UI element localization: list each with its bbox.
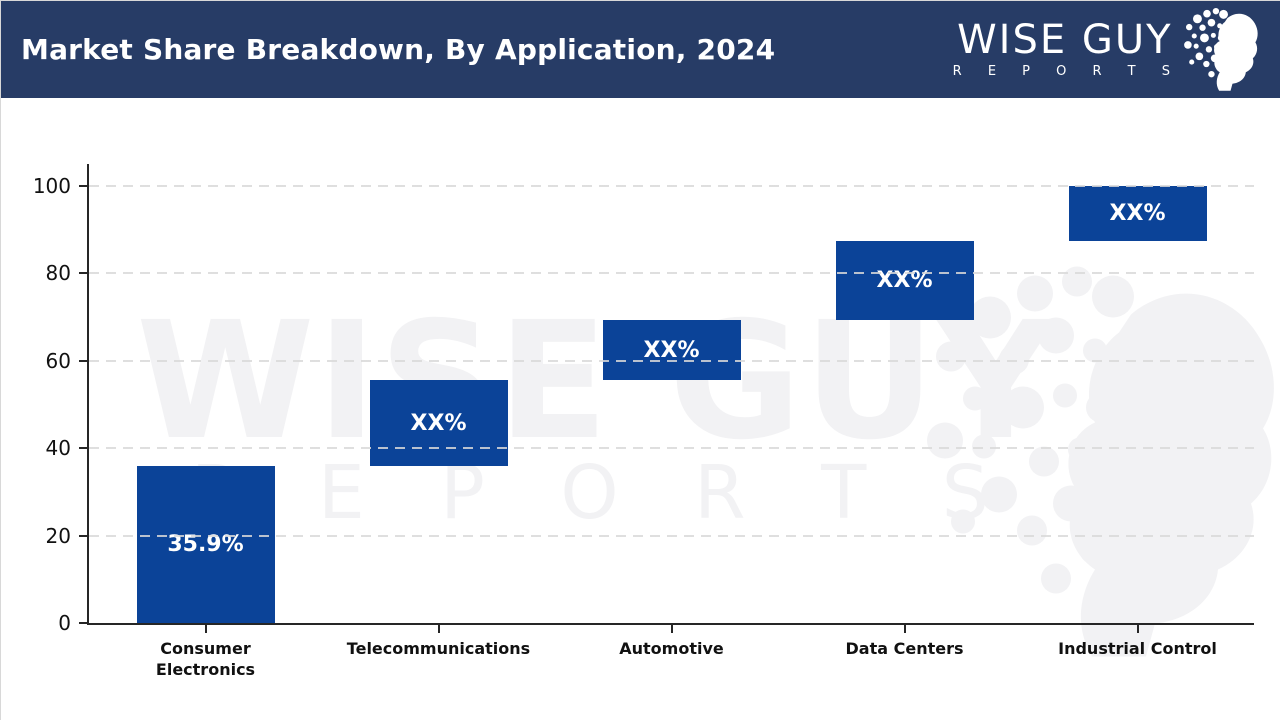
x-category-label: Telecommunications [346,639,531,658]
y-tick [79,272,87,275]
y-tick [79,359,87,362]
page-title: Market Share Breakdown, By Application, … [21,33,776,66]
x-tick [903,625,906,633]
header-bar: Market Share Breakdown, By Application, … [1,1,1280,98]
x-tick [1136,625,1139,633]
y-tick-label: 80 [45,261,71,286]
watermark-tagline: R E P O R T S [191,450,1015,536]
y-gridline [89,185,1254,187]
y-tick-label: 40 [45,436,71,461]
bar: XX% [835,241,974,321]
y-tick-label: 20 [45,523,71,548]
plot-area: 0 20 40 60 80 100 35.9% Consumer Electronics XX% T… [1,98,1280,721]
bar-value-label: XX% [1109,201,1166,227]
chart-area: WISE GUY R E P O R T S 0 20 40 60 80 100 35.9%… [1,98,1280,721]
x-axis-line [87,623,1254,625]
y-gridline [89,272,1254,275]
logo-wordmark-block: WISE GUY R E P O R T S [949,20,1181,79]
x-category-label: Data Centers [845,639,964,658]
x-tick [204,625,207,633]
y-tick-label: 100 [32,174,71,198]
logo-wordmark: WISE GUY [957,17,1173,63]
x-category-label: Automotive [619,639,724,658]
bar: XX% [1068,186,1207,242]
y-gridline [89,447,1254,450]
y-tick [79,447,87,450]
x-category-label: Industrial Control [1058,639,1217,658]
x-tick [437,625,440,633]
y-gridline [89,534,1254,537]
bar-value-label: XX% [643,337,700,363]
y-gridline [89,359,1254,362]
bar: 35.9% [136,466,275,623]
y-axis-line [87,164,89,625]
bar-value-label: XX% [876,268,933,294]
y-tick-label: 0 [58,611,71,635]
brand-logo: WISE GUY R E P O R T S [949,7,1280,92]
x-tick [670,625,673,633]
bar: XX% [602,320,741,381]
dotted-face-profile-icon [1184,7,1258,91]
y-tick [79,622,87,624]
bar-value-label: XX% [410,410,467,436]
y-tick [79,534,87,537]
bar: XX% [369,380,508,467]
y-tick-label: 60 [45,348,71,373]
logo-tagline: R E P O R T S [952,64,1181,79]
x-category-label: Consumer Electronics [155,639,256,679]
y-tick [79,185,87,187]
